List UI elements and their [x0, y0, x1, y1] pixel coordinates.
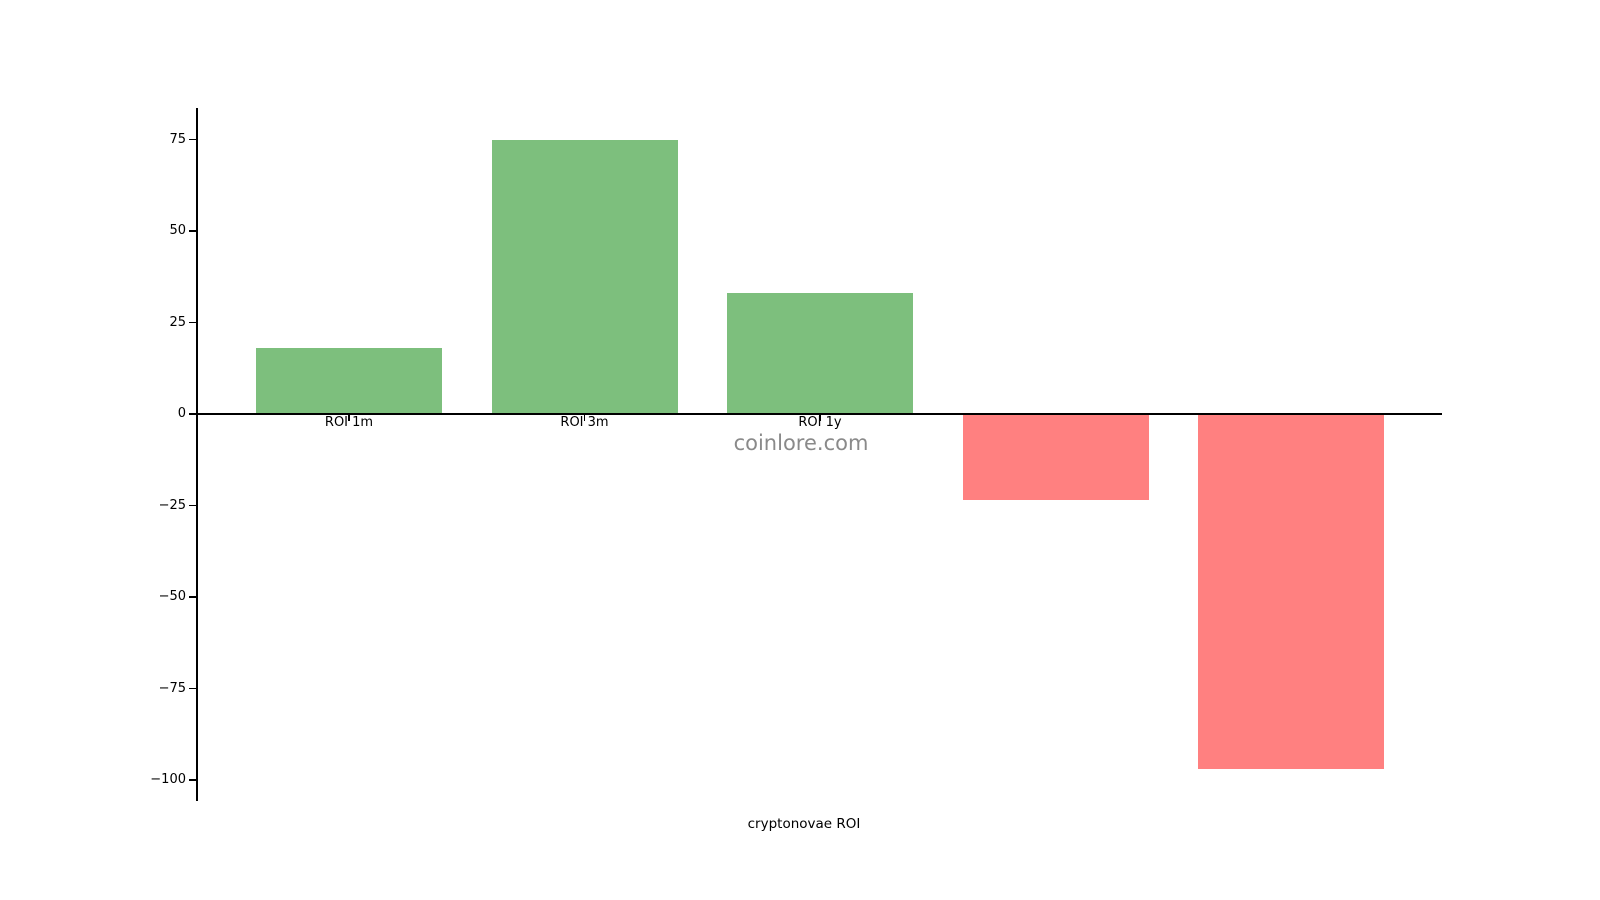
x-tick-label: ROI 1y — [798, 415, 842, 430]
y-axis-tick — [189, 413, 196, 415]
bar — [1198, 414, 1384, 770]
y-axis-line — [196, 108, 198, 801]
chart-title: cryptonovae ROI — [747, 816, 861, 832]
y-axis-tick — [189, 321, 196, 324]
y-axis-tick — [189, 504, 196, 507]
y-axis-tick — [189, 687, 196, 690]
y-tick-label: −75 — [158, 680, 186, 696]
y-tick-label: −50 — [158, 589, 186, 604]
y-tick-label: −100 — [150, 772, 186, 787]
y-axis-tick — [189, 138, 196, 141]
x-tick-label: ROI 3m — [560, 415, 609, 430]
y-axis-tick — [189, 779, 196, 781]
bar — [256, 348, 442, 414]
watermark-text: coinlore.com — [733, 431, 869, 455]
x-axis-tick — [348, 413, 350, 421]
bar — [727, 293, 913, 414]
y-tick-label: 50 — [169, 223, 186, 238]
x-axis-tick — [583, 413, 586, 421]
y-tick-label: −25 — [158, 497, 186, 513]
x-axis-tick — [819, 413, 821, 421]
x-tick-label: ROI 1m — [324, 415, 374, 430]
bar — [962, 414, 1149, 500]
y-tick-label: 75 — [169, 131, 186, 147]
y-tick-label: 25 — [169, 314, 186, 330]
y-axis-tick — [189, 230, 196, 232]
y-tick-label: 0 — [177, 406, 186, 421]
y-axis-tick — [189, 596, 196, 598]
x-axis-zero-line — [196, 413, 1442, 415]
bar — [491, 139, 678, 414]
